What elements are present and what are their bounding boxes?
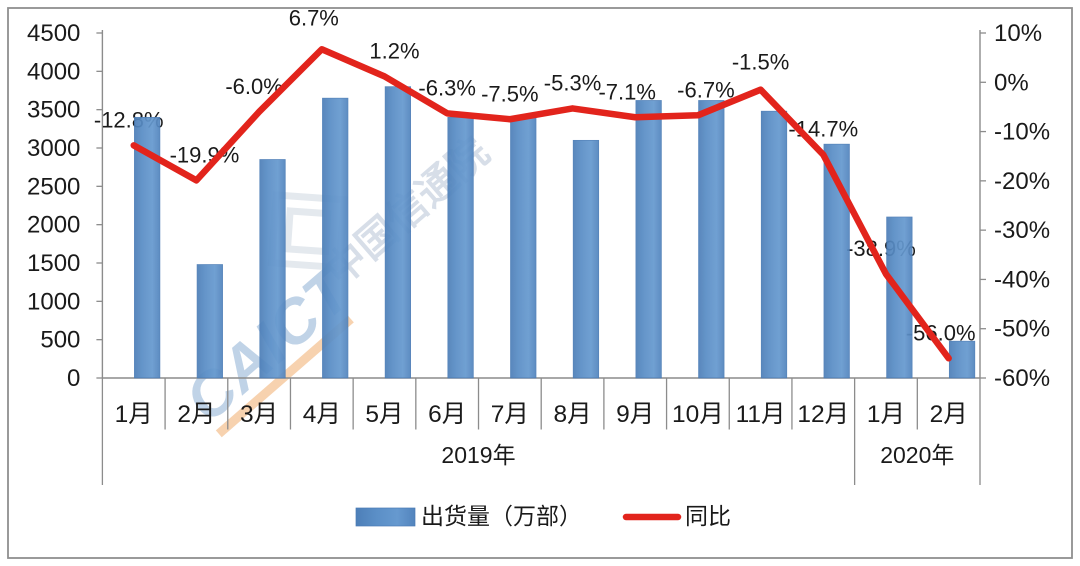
svg-text:3500: 3500	[27, 97, 80, 124]
svg-text:-7.5%: -7.5%	[481, 81, 538, 106]
svg-text:-5.3%: -5.3%	[544, 70, 601, 95]
svg-text:0: 0	[67, 365, 80, 392]
svg-text:-1.5%: -1.5%	[732, 50, 789, 75]
svg-text:2月: 2月	[930, 401, 968, 428]
svg-text:6月: 6月	[428, 401, 466, 428]
svg-text:0%: 0%	[994, 69, 1029, 96]
svg-text:2020年: 2020年	[880, 442, 954, 468]
svg-text:1000: 1000	[27, 288, 80, 315]
svg-text:4000: 4000	[27, 58, 80, 85]
svg-text:-6.3%: -6.3%	[418, 75, 475, 100]
svg-text:6.7%: 6.7%	[289, 5, 339, 30]
svg-text:3000: 3000	[27, 135, 80, 162]
svg-text:4500: 4500	[27, 20, 80, 47]
svg-text:-50%: -50%	[994, 316, 1050, 343]
svg-text:-60%: -60%	[994, 365, 1050, 392]
svg-text:3月: 3月	[240, 401, 278, 428]
svg-text:10月: 10月	[672, 401, 724, 428]
svg-text:-40%: -40%	[994, 266, 1050, 293]
svg-text:7月: 7月	[491, 401, 529, 428]
svg-text:5月: 5月	[365, 401, 403, 428]
svg-text:同比: 同比	[685, 503, 731, 529]
svg-text:1月: 1月	[867, 401, 905, 428]
svg-text:2500: 2500	[27, 173, 80, 200]
svg-text:500: 500	[40, 327, 80, 354]
svg-text:-6.7%: -6.7%	[677, 77, 734, 102]
svg-text:9月: 9月	[616, 401, 654, 428]
svg-text:12月: 12月	[797, 401, 849, 428]
svg-text:-20%: -20%	[994, 168, 1050, 195]
svg-text:11月: 11月	[736, 401, 786, 428]
svg-text:1.2%: 1.2%	[369, 38, 419, 63]
svg-text:-30%: -30%	[994, 217, 1050, 244]
svg-text:2019年: 2019年	[441, 442, 515, 468]
svg-text:1500: 1500	[27, 250, 80, 277]
svg-text:4月: 4月	[303, 401, 341, 428]
svg-text:-10%: -10%	[994, 119, 1050, 146]
svg-text:2000: 2000	[27, 212, 80, 239]
svg-text:10%: 10%	[994, 20, 1042, 47]
svg-text:2月: 2月	[177, 401, 215, 428]
svg-text:出货量（万部）: 出货量（万部）	[421, 503, 582, 529]
svg-text:8月: 8月	[553, 401, 591, 428]
svg-text:1月: 1月	[115, 401, 153, 428]
